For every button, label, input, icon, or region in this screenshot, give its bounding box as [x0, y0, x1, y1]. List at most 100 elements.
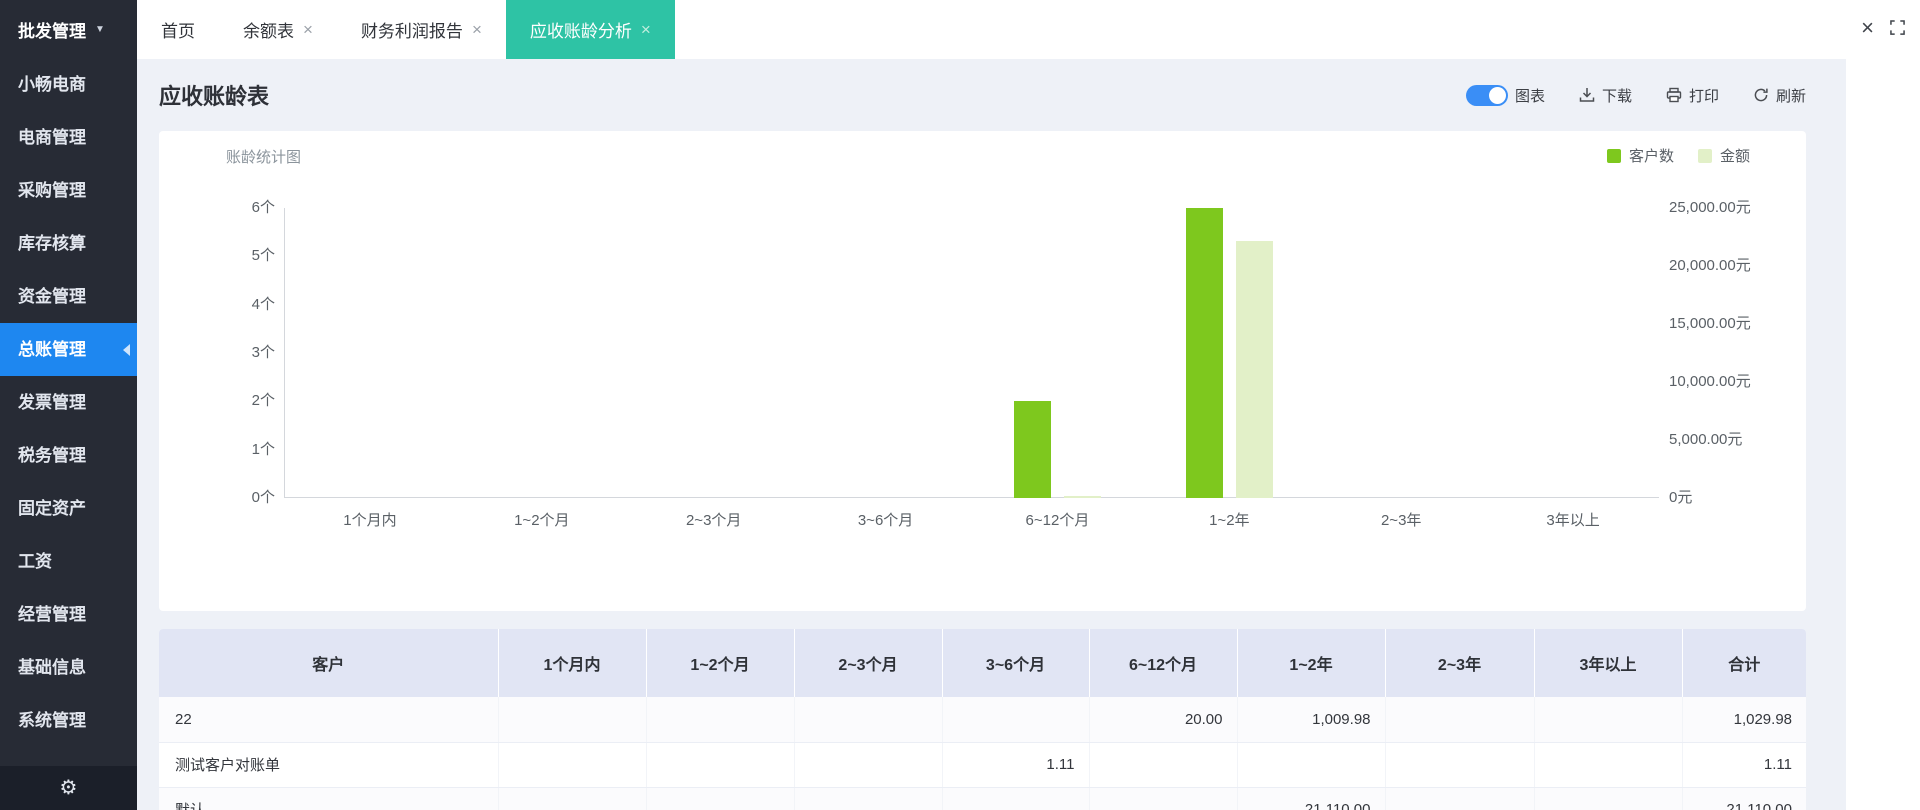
x-axis-label: 2~3个月: [685, 512, 742, 529]
sidebar-menu: 小畅电商电商管理采购管理库存核算资金管理总账管理发票管理税务管理固定资产工资经营…: [0, 58, 137, 766]
close-icon[interactable]: ×: [1861, 15, 1874, 40]
refresh-button[interactable]: 刷新: [1753, 85, 1806, 106]
tab-余额表[interactable]: 余额表 ×: [219, 0, 337, 59]
legend-item-客户数[interactable]: 客户数: [1606, 145, 1674, 166]
sidebar-item-label: 经营管理: [18, 605, 86, 624]
tab-label: 首页: [161, 22, 195, 41]
right-rail: ×: [1846, 0, 1920, 810]
amount-cell: [794, 697, 943, 743]
sidebar-item-label: 固定资产: [18, 499, 86, 518]
sidebar-item-label: 采购管理: [18, 181, 86, 200]
print-icon: [1666, 87, 1682, 103]
sidebar-item-小畅电商[interactable]: 小畅电商: [0, 58, 137, 111]
y-axis-label-right: 25,000.00元: [1669, 199, 1751, 216]
sidebar-item-label: 发票管理: [18, 393, 86, 412]
column-header-3年以上: 3年以上: [1534, 629, 1683, 697]
customer-cell: 22: [159, 697, 499, 743]
page-title: 应收账龄表: [159, 84, 270, 109]
main-area: 首页 余额表 × 财务利润报告 × 应收账龄分析 × 应收账龄表 图表 下载: [137, 0, 1846, 810]
refresh-label: 刷新: [1775, 87, 1806, 105]
sidebar-item-基础信息[interactable]: 基础信息: [0, 641, 137, 694]
column-header-1~2个月: 1~2个月: [646, 629, 795, 697]
x-axis-label: 2~3年: [1380, 512, 1422, 529]
column-header-1个月内: 1个月内: [498, 629, 647, 697]
amount-cell: 1,029.98: [1682, 697, 1806, 743]
chart-plot: 0个 1个 2个 3个 4个 5个 6个 0元 5,000.00元 10,000.00元 15,00…: [159, 131, 1806, 611]
amount-cell: 1.11: [942, 742, 1090, 788]
sidebar-footer: ⚙: [0, 766, 137, 810]
chart-toggle-group: 图表: [1465, 84, 1545, 106]
sidebar-item-系统管理[interactable]: 系统管理: [0, 694, 137, 747]
column-header-3~6个月: 3~6个月: [942, 629, 1090, 697]
table-row[interactable]: 默认 21,110.00 21,110.00: [159, 787, 1806, 810]
tab-应收账龄分析[interactable]: 应收账龄分析 ×: [505, 0, 675, 59]
tab-财务利润报告[interactable]: 财务利润报告 ×: [337, 0, 506, 59]
bar-金额-6~12个月: [1064, 496, 1102, 498]
chart-title: 账龄统计图: [226, 149, 302, 166]
print-button[interactable]: 打印: [1666, 85, 1719, 106]
gear-icon[interactable]: ⚙: [59, 777, 78, 799]
y-axis-label-left: 6个: [251, 199, 275, 216]
tab-close-icon[interactable]: ×: [640, 20, 651, 39]
sidebar-item-label: 总账管理: [18, 340, 86, 359]
legend-item-金额[interactable]: 金额: [1697, 145, 1750, 166]
y-axis-label-right: 0元: [1669, 489, 1693, 506]
sidebar-module-switcher[interactable]: 批发管理 ▼: [0, 0, 137, 58]
amount-cell: 1,009.98: [1237, 697, 1386, 743]
bar-客户数-1~2年: [1186, 208, 1224, 498]
amount-cell: [646, 697, 795, 743]
tab-首页[interactable]: 首页: [137, 0, 219, 59]
column-header-2~3个月: 2~3个月: [794, 629, 943, 697]
legend-swatch: [1606, 148, 1621, 163]
chart-axes: [284, 208, 1659, 498]
amount-cell: 20.00: [1089, 697, 1238, 743]
amount-cell: [1534, 787, 1683, 810]
y-axis-label-left: 2个: [251, 392, 275, 410]
amount-cell: [1534, 697, 1683, 743]
chart-view-toggle[interactable]: [1465, 84, 1508, 106]
sidebar-item-税务管理[interactable]: 税务管理: [0, 429, 137, 482]
sidebar-item-label: 资金管理: [18, 287, 86, 306]
sidebar-item-采购管理[interactable]: 采购管理: [0, 164, 137, 217]
amount-cell: 21,110.00: [1237, 787, 1386, 810]
tab-close-icon[interactable]: ×: [471, 20, 482, 39]
sidebar-item-经营管理[interactable]: 经营管理: [0, 588, 137, 641]
refresh-icon: [1754, 88, 1768, 102]
sidebar-item-工资[interactable]: 工资: [0, 535, 137, 588]
amount-cell: [646, 742, 795, 788]
sidebar-item-label: 库存核算: [18, 234, 86, 253]
amount-cell: [498, 697, 647, 743]
chevron-down-icon: ▼: [95, 23, 105, 35]
y-axis-label-left: 1个: [251, 440, 275, 458]
tab-close-icon[interactable]: ×: [303, 20, 313, 39]
amount-cell: [1385, 697, 1535, 743]
tab-bar: 首页 余额表 × 财务利润报告 × 应收账龄分析 ×: [137, 0, 1846, 59]
download-button[interactable]: 下载: [1579, 85, 1632, 106]
x-axis-label: 1~2个月: [514, 512, 570, 529]
sidebar-item-电商管理[interactable]: 电商管理: [0, 111, 137, 164]
sidebar-item-总账管理[interactable]: 总账管理: [0, 323, 137, 376]
fullscreen-icon[interactable]: [1890, 20, 1905, 35]
sidebar-item-资金管理[interactable]: 资金管理: [0, 270, 137, 323]
column-header-6~12个月: 6~12个月: [1089, 629, 1238, 697]
table-row[interactable]: 测试客户对账单 1.11 1.11: [159, 742, 1806, 788]
y-axis-label-right: 15,000.00元: [1669, 315, 1751, 332]
page-header: 应收账龄表 图表 下载: [159, 59, 1806, 131]
legend-label: 金额: [1719, 148, 1750, 165]
table-row[interactable]: 22 20.00 1,009.98 1,029.98: [159, 697, 1806, 743]
toggle-knob: [1488, 86, 1506, 104]
tab-label: 应收账龄分析: [529, 22, 632, 41]
column-header-客户: 客户: [159, 629, 499, 697]
tab-label: 财务利润报告: [360, 22, 463, 41]
sidebar-item-label: 电商管理: [18, 128, 86, 147]
table-header-row: 客户 1个月内 1~2个月 2~3个月 3~6个月 6~12个月 1~2年 2~3年 3年以上合…: [159, 629, 1806, 697]
sidebar-item-label: 税务管理: [18, 446, 86, 465]
sidebar-item-库存核算[interactable]: 库存核算: [0, 217, 137, 270]
toolbar: 图表 下载: [1465, 84, 1806, 106]
x-axis-label: 1~2年: [1209, 512, 1250, 529]
sidebar-item-发票管理[interactable]: 发票管理: [0, 376, 137, 429]
sidebar-item-label: 工资: [18, 552, 52, 571]
amount-cell: [1385, 742, 1535, 788]
sidebar-item-固定资产[interactable]: 固定资产: [0, 482, 137, 535]
legend-label: 客户数: [1628, 148, 1674, 165]
